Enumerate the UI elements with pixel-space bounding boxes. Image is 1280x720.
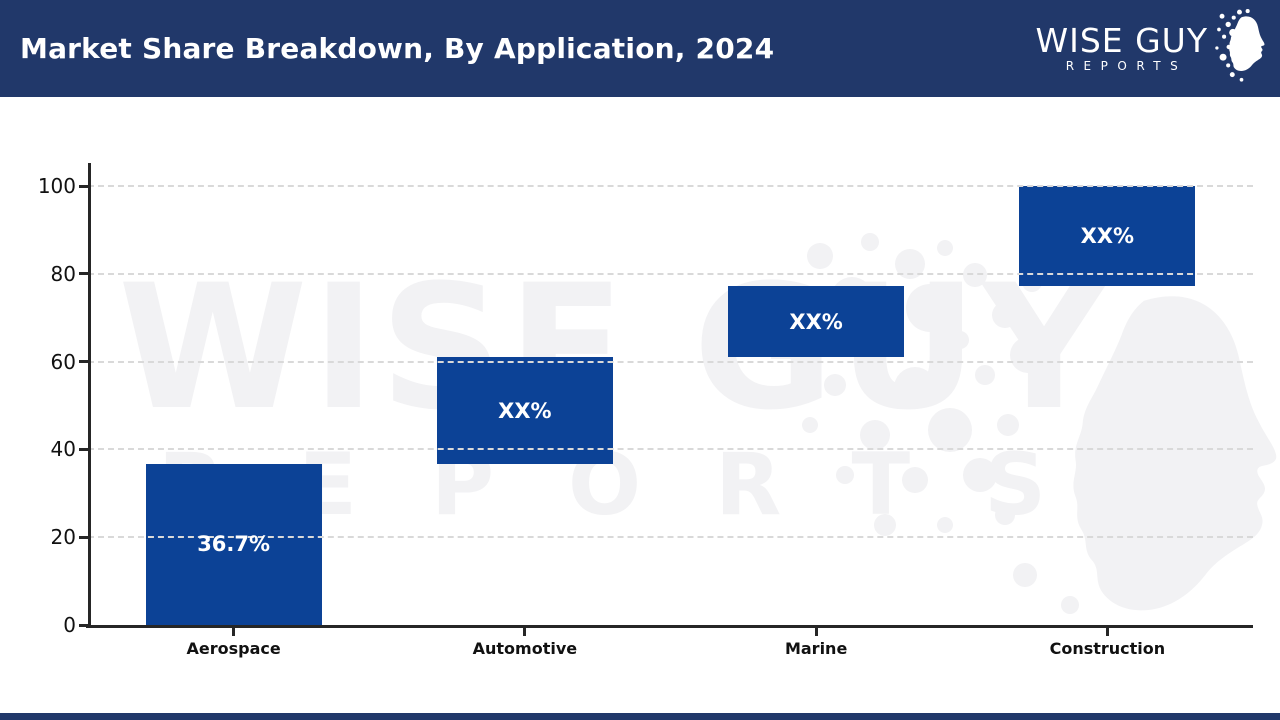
gridline-40: [88, 448, 1253, 451]
bar-aerospace: [145, 463, 322, 625]
x-axis: [86, 625, 1253, 628]
y-tick-label: 40: [50, 437, 76, 462]
y-tick-label: 20: [50, 525, 76, 550]
x-axis-tick: [1105, 628, 1109, 636]
bar-automotive: [436, 357, 613, 464]
bar-value-label: XX%: [1080, 224, 1135, 249]
y-axis-tick: [79, 535, 88, 539]
wiseguy-head-icon: [1215, 8, 1265, 82]
y-tick-label: 60: [50, 349, 76, 374]
gridline-20: [88, 536, 1253, 539]
bar-marine: [728, 286, 905, 358]
category-label-aerospace: Aerospace: [186, 639, 281, 658]
wiseguy-logo-text: WISE GUY REPORTS: [1035, 20, 1208, 73]
header: Market Share Breakdown, By Application, …: [0, 0, 1280, 97]
y-axis-tick: [79, 184, 88, 188]
y-tick-label: 100: [37, 174, 76, 198]
bar-value-label: XX%: [789, 309, 843, 334]
gridline-100: [88, 185, 1253, 187]
wiseguy-logo-subtitle: REPORTS: [1065, 58, 1188, 73]
y-tick-label: 80: [50, 261, 76, 286]
gridline-80: [88, 272, 1253, 275]
y-axis: [88, 163, 91, 627]
bar-construction: [1019, 186, 1196, 287]
bar-value-label: XX%: [498, 398, 552, 423]
y-axis-tick: [79, 623, 88, 627]
page-title: Market Share Breakdown, By Application, …: [20, 32, 775, 65]
gridline-60: [88, 360, 1253, 363]
wiseguy-logo-wordmark: WISE GUY: [1035, 20, 1208, 60]
x-axis-tick: [814, 628, 818, 636]
y-tick-label: 0: [63, 613, 76, 637]
category-label-construction: Construction: [1049, 639, 1166, 658]
x-axis-tick: [232, 628, 236, 636]
bar-value-label: 36.7%: [197, 532, 271, 557]
y-axis-tick: [79, 360, 88, 364]
wiseguy-logo: WISE GUY REPORTS: [1035, 8, 1280, 90]
category-label-marine: Marine: [784, 639, 848, 658]
category-label-automotive: Automotive: [472, 639, 578, 658]
y-axis-tick: [79, 272, 88, 276]
y-axis-tick: [79, 447, 88, 451]
x-axis-tick: [523, 628, 527, 636]
bottom-bar: [0, 713, 1280, 720]
